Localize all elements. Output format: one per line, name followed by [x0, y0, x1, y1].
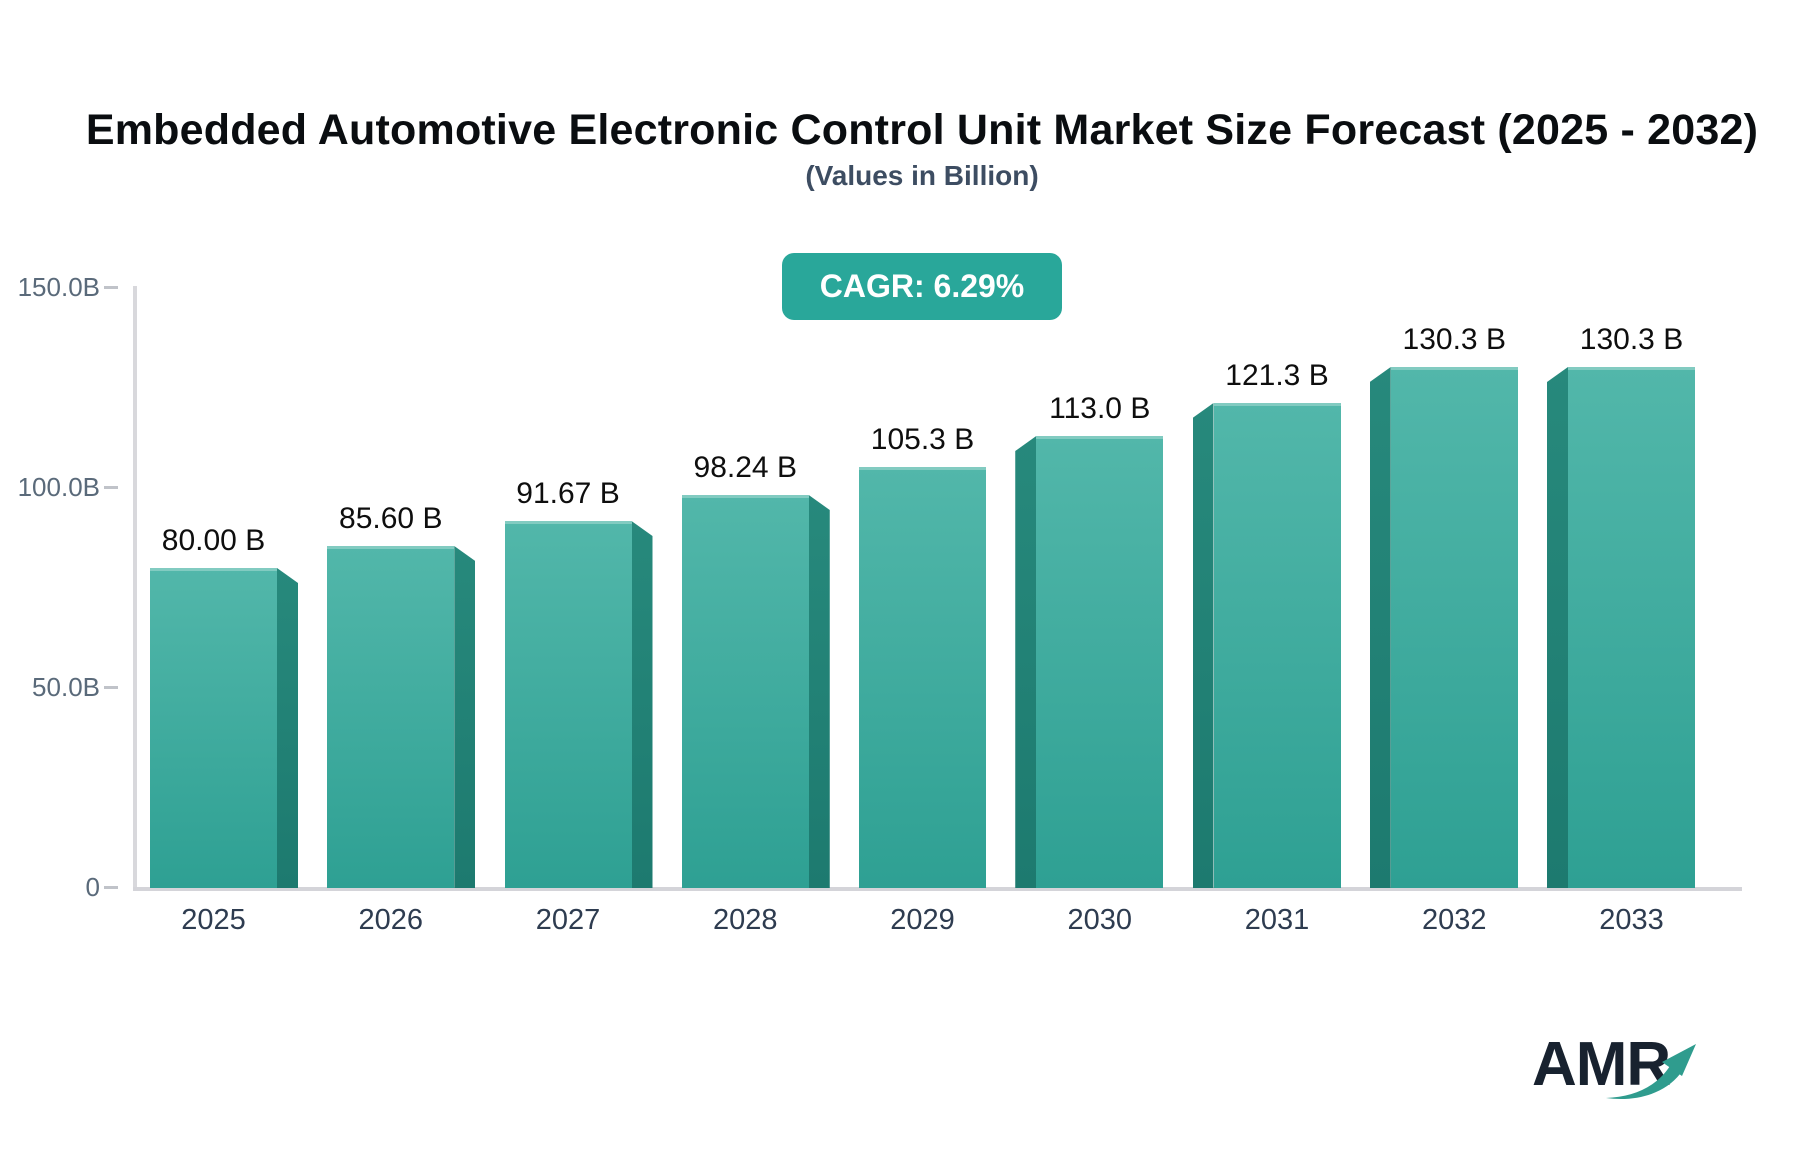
bar-value-label-2028: 98.24 B: [693, 451, 797, 484]
x-tick-label-2031: 2031: [1244, 904, 1310, 936]
cagr-badge: CAGR: 6.29%: [781, 253, 1063, 320]
bar-2030[interactable]: [1036, 436, 1164, 888]
y-tick-label-50: 50.0B: [32, 672, 100, 702]
y-tick-label-150: 150.0B: [17, 272, 100, 302]
x-tick-label-2025: 2025: [181, 904, 246, 936]
y-tick-dash: [104, 286, 118, 289]
bar-2029[interactable]: [859, 467, 986, 888]
amr-logo: AMR: [1532, 1034, 1732, 1114]
bar-2032[interactable]: [1390, 367, 1518, 888]
bar-side-2028: [808, 495, 830, 888]
cagr-badge-row: CAGR: 6.29%: [44, 253, 1800, 320]
growth-arrow-icon: [1606, 1044, 1696, 1099]
bar-value-label-2026: 85.60 B: [339, 502, 443, 535]
bar-2025[interactable]: [150, 568, 277, 888]
x-tick-label-2033: 2033: [1599, 904, 1664, 936]
bar-2033[interactable]: [1568, 367, 1695, 888]
x-tick-label-2026: 2026: [358, 904, 423, 936]
chart-subtitle: (Values in Billion): [805, 160, 1039, 191]
bar-side-2032: [1369, 367, 1391, 888]
x-tick-label-2028: 2028: [712, 904, 778, 936]
chart-title: Embedded Automotive Electronic Control U…: [85, 106, 1759, 154]
bar-side-2025: [277, 568, 298, 888]
bar-value-label-2031: 121.3 B: [1225, 359, 1329, 392]
bar-side-2030: [1015, 436, 1037, 888]
bar-side-2026: [454, 546, 476, 888]
bar-2026[interactable]: [327, 546, 455, 888]
bar-value-label-2030: 113.0 B: [1049, 392, 1151, 425]
bar-2031[interactable]: [1213, 403, 1341, 888]
x-axis-line: [133, 887, 1742, 891]
bar-side-2033: [1547, 367, 1568, 888]
bar-value-label-2027: 91.67 B: [516, 477, 620, 510]
bar-value-label-2029: 105.3 B: [870, 423, 975, 456]
y-tick-label-0: 0: [85, 872, 100, 902]
bar-value-label-2033: 130.3 B: [1579, 323, 1684, 356]
y-tick-label-100: 100.0B: [17, 472, 100, 502]
bar-side-2031: [1192, 403, 1214, 888]
y-tick-dash: [104, 886, 118, 889]
bar-2028[interactable]: [681, 495, 809, 888]
amr-logo-text: AMR: [1532, 1030, 1671, 1099]
x-tick-label-2032: 2032: [1421, 904, 1487, 936]
y-axis-line: [133, 286, 137, 889]
bar-value-label-2025: 80.00 B: [161, 524, 266, 557]
bar-value-label-2032: 130.3 B: [1402, 323, 1506, 356]
y-tick-dash: [104, 686, 118, 689]
bar-2027[interactable]: [504, 521, 632, 888]
x-tick-label-2027: 2027: [535, 904, 601, 936]
y-tick-dash: [104, 486, 118, 489]
bar-side-2027: [631, 521, 653, 888]
x-tick-label-2029: 2029: [890, 904, 955, 936]
x-tick-label-2030: 2030: [1067, 904, 1132, 936]
